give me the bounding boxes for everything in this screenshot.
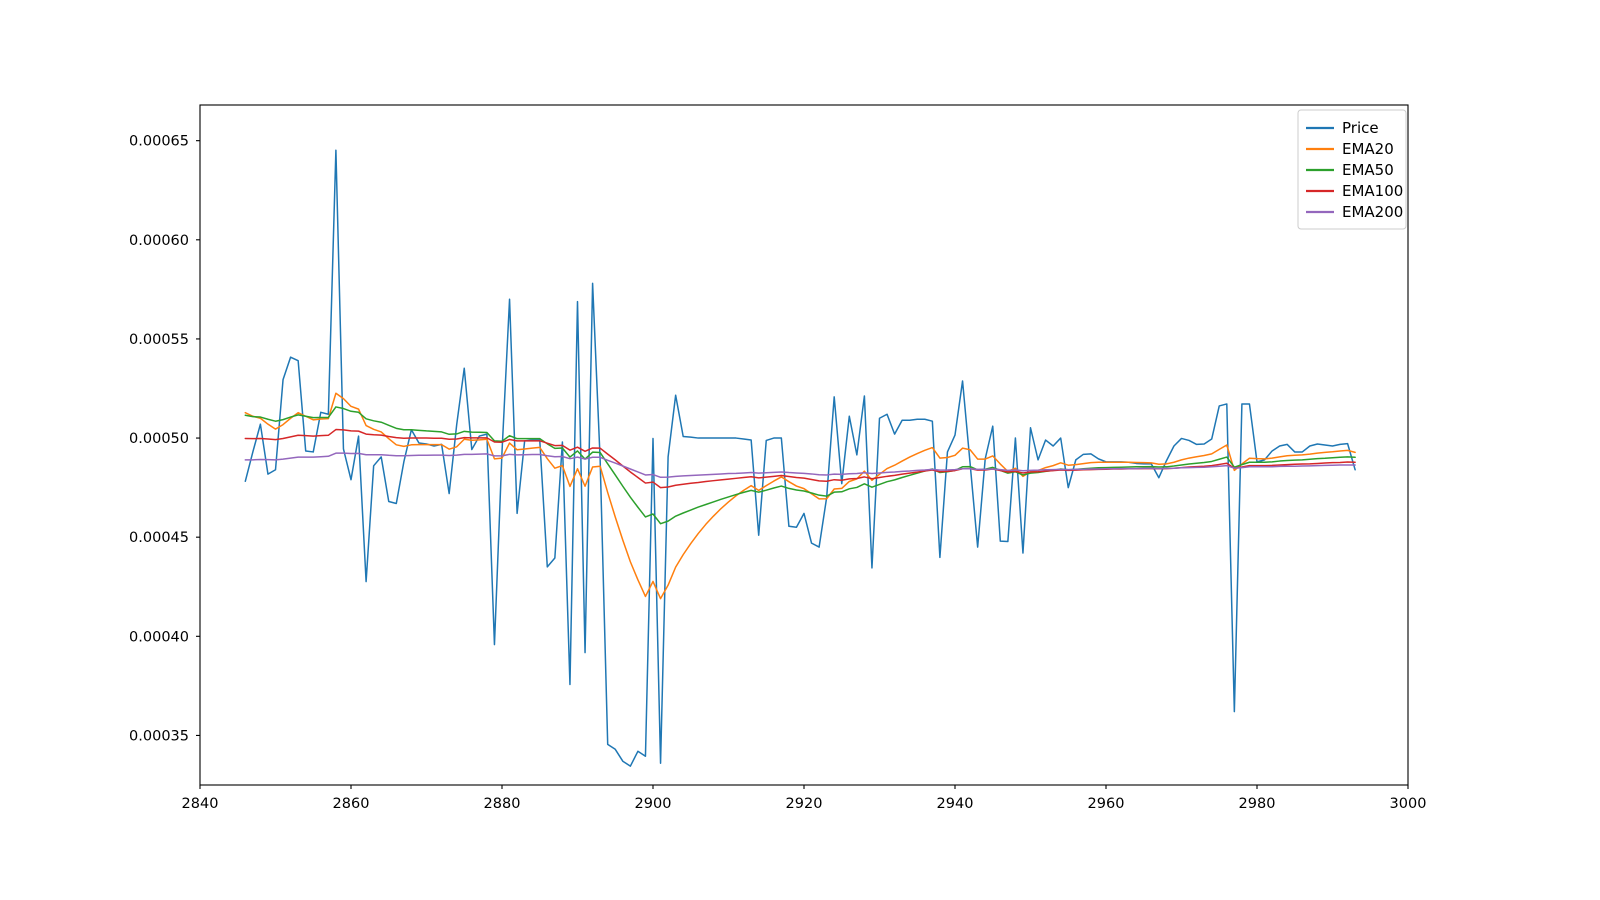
y-tick-label: 0.00040 [129, 629, 189, 645]
y-tick-label: 0.00065 [129, 134, 189, 150]
y-tick-label: 0.00060 [129, 233, 189, 249]
x-tick-label: 2960 [1088, 796, 1125, 812]
x-tick-label: 3000 [1390, 796, 1427, 812]
legend: Price EMA20 EMA50 EMA100 EMA200 [1297, 109, 1407, 230]
x-tick-label: 2860 [333, 796, 370, 812]
x-tick-label: 2900 [635, 796, 672, 812]
x-tick-label: 2940 [937, 796, 974, 812]
series-line-ema20 [244, 392, 1356, 600]
series-lines [244, 149, 1356, 767]
legend-label-ema50: EMA50 [1342, 161, 1394, 179]
legend-label-price: Price [1342, 119, 1379, 137]
y-tick-label: 0.00045 [129, 530, 189, 546]
legend-label-ema100: EMA100 [1342, 182, 1403, 200]
y-tick-label: 0.00050 [129, 431, 189, 447]
x-tick-label: 2840 [182, 796, 219, 812]
legend-label-ema200: EMA200 [1342, 203, 1403, 221]
legend-label-ema20: EMA20 [1342, 140, 1394, 158]
legend-box [1297, 109, 1407, 230]
series-line-ema200 [244, 452, 1356, 479]
axes: 0.00035 0.00040 0.00045 0.00050 0.00055 0.000… [129, 104, 1427, 812]
axes-spines [199, 104, 1409, 786]
plot-area-background [200, 105, 1408, 785]
y-tick-label: 0.00035 [129, 728, 189, 744]
x-tick-label: 2980 [1239, 796, 1276, 812]
y-tick-label: 0.00055 [129, 332, 189, 348]
x-axis-ticks: 2840 2860 2880 2900 2920 2940 2960 2980 3000 [182, 785, 1427, 812]
x-tick-label: 2920 [786, 796, 823, 812]
y-axis-ticks: 0.00035 0.00040 0.00045 0.00050 0.00055 0.000… [129, 134, 200, 744]
series-line-ema50 [244, 406, 1356, 525]
x-tick-label: 2880 [484, 796, 521, 812]
